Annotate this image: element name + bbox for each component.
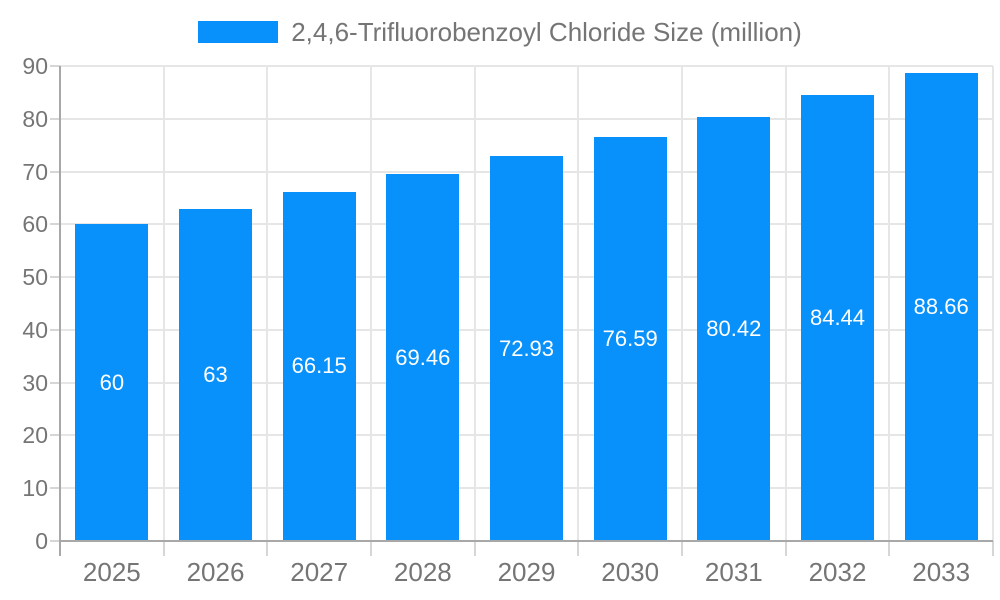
y-tick-mark	[50, 117, 60, 120]
legend-swatch-icon	[198, 21, 279, 43]
x-gridline	[473, 66, 476, 541]
y-axis-label: 20	[22, 422, 48, 449]
bar[interactable]: 63	[179, 208, 252, 541]
x-tick-mark	[888, 541, 891, 556]
y-axis-label: 30	[22, 369, 48, 396]
bar[interactable]: 84.44	[801, 95, 874, 541]
bar-value-label: 76.59	[602, 325, 658, 351]
y-axis-label: 0	[35, 528, 48, 554]
y-axis-label: 90	[22, 53, 48, 79]
bar-value-label: 80.42	[706, 315, 762, 341]
y-tick-mark	[50, 487, 60, 490]
bar[interactable]: 72.93	[490, 156, 563, 541]
legend-label: 2,4,6-Trifluorobenzoyl Chloride Size (mi…	[291, 16, 802, 47]
bar[interactable]: 80.42	[697, 116, 771, 541]
plot-area: 60 63 66.15 69.46 72.93 76.59 80.42 84.44 88.66	[50, 65, 994, 556]
y-axis-label: 70	[22, 158, 48, 185]
x-tick-mark	[992, 541, 994, 556]
x-tick-mark	[577, 541, 580, 556]
y-axis-label: 40	[22, 316, 48, 343]
bar-value-label: 60	[99, 369, 125, 395]
bar[interactable]: 66.15	[282, 191, 356, 541]
chart-legend[interactable]: 2,4,6-Trifluorobenzoyl Chloride Size (mi…	[0, 16, 1000, 48]
y-tick-mark	[50, 540, 60, 542]
x-gridline	[266, 66, 269, 541]
y-axis-label: 80	[22, 105, 48, 132]
y-tick-mark	[50, 65, 60, 67]
y-tick-mark	[50, 381, 60, 384]
bar[interactable]: 88.66	[904, 73, 978, 541]
x-axis-label: 2029	[497, 557, 556, 587]
bar-value-label: 63	[203, 361, 228, 387]
bar-value-label: 88.66	[913, 294, 969, 320]
x-gridline	[370, 66, 372, 541]
x-axis-label: 2032	[808, 557, 867, 587]
x-axis-line	[60, 540, 993, 542]
x-gridline	[888, 66, 891, 541]
bar[interactable]: 60	[75, 224, 149, 541]
y-tick-mark	[50, 328, 60, 331]
x-tick-mark	[370, 541, 372, 556]
bar-value-label: 69.46	[395, 344, 451, 370]
x-gridline	[162, 66, 165, 541]
x-axis-label: 2027	[290, 557, 349, 587]
y-axis-line	[59, 66, 61, 556]
bar-value-label: 84.44	[809, 305, 866, 331]
x-tick-mark	[473, 541, 476, 556]
y-tick-mark	[50, 434, 60, 437]
y-gridline	[60, 65, 993, 67]
bar-value-label: 66.15	[291, 353, 347, 379]
x-tick-mark	[266, 541, 269, 556]
y-axis-label: 10	[22, 475, 48, 502]
x-axis-label: 2025	[82, 557, 141, 587]
x-axis-label: 2030	[601, 557, 660, 587]
bar[interactable]: 69.46	[386, 174, 460, 541]
x-axis-label: 2031	[704, 557, 763, 587]
x-tick-mark	[681, 541, 683, 556]
x-axis-label: 2028	[393, 557, 452, 587]
y-gridline	[60, 117, 993, 120]
x-axis-label: 2026	[186, 557, 245, 587]
bar[interactable]: 76.59	[593, 136, 667, 541]
x-axis-label: 2033	[912, 557, 971, 587]
y-axis-label: 50	[22, 264, 48, 291]
y-tick-mark	[50, 223, 60, 226]
bar-value-label: 72.93	[498, 335, 555, 361]
x-gridline	[784, 66, 787, 541]
y-axis-label: 60	[22, 211, 48, 238]
x-gridline	[577, 66, 580, 541]
x-gridline	[681, 66, 683, 541]
x-tick-mark	[162, 541, 165, 556]
x-gridline	[992, 66, 994, 541]
y-tick-mark	[50, 170, 60, 173]
x-tick-mark	[784, 541, 787, 556]
y-tick-mark	[50, 276, 60, 279]
